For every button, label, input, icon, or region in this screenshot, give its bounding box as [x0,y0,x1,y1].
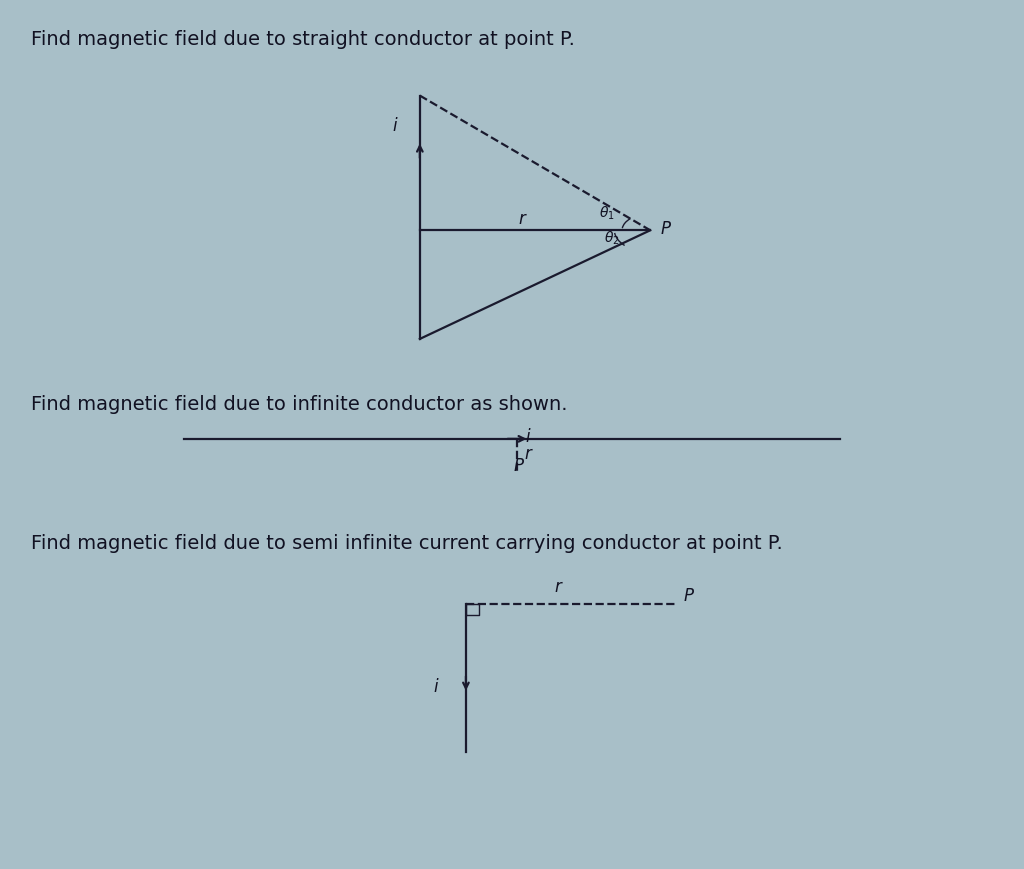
Text: P: P [684,587,694,605]
Text: Find magnetic field due to infinite conductor as shown.: Find magnetic field due to infinite cond… [31,395,567,415]
Text: r: r [519,210,525,228]
Text: i: i [525,428,530,446]
Text: i: i [392,117,396,135]
Text: Find magnetic field due to semi infinite current carrying conductor at point P.: Find magnetic field due to semi infinite… [31,534,782,554]
Text: $\theta_1$: $\theta_1$ [599,204,615,222]
Text: r: r [555,578,561,596]
Text: r: r [524,446,531,463]
Text: P: P [660,220,671,237]
Text: i: i [433,678,438,695]
Text: P: P [513,457,523,475]
Text: $\theta_2$: $\theta_2$ [604,229,621,247]
Text: Find magnetic field due to straight conductor at point P.: Find magnetic field due to straight cond… [31,30,574,50]
